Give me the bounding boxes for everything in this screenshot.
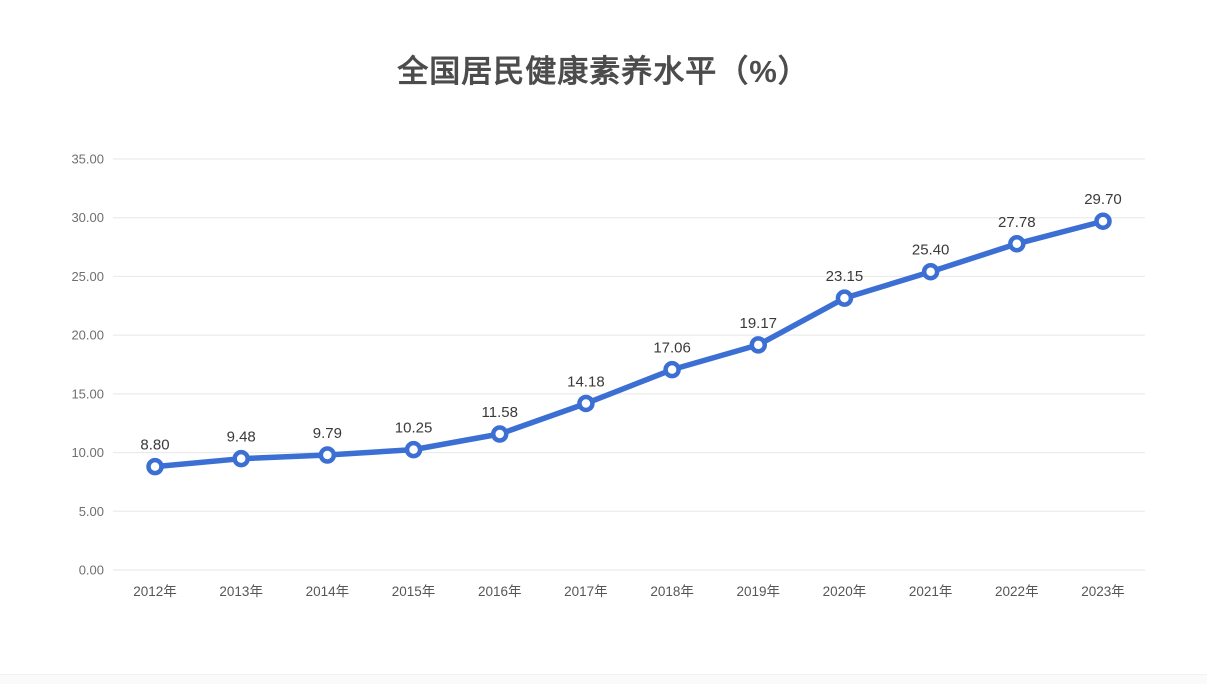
x-tick-label: 2016年 — [478, 584, 522, 599]
data-point-marker — [921, 262, 940, 281]
data-point-label: 14.18 — [567, 373, 605, 390]
y-tick-label: 10.00 — [71, 445, 104, 460]
x-tick-label: 2021年 — [909, 584, 953, 599]
bottom-edge-strip — [0, 674, 1207, 684]
data-point-label: 10.25 — [395, 420, 433, 437]
data-point-label: 27.78 — [998, 214, 1036, 231]
y-tick-label: 20.00 — [71, 328, 104, 343]
data-point-label: 9.48 — [227, 429, 256, 446]
chart-title: 全国居民健康素养水平（%） — [397, 54, 810, 89]
data-point-label: 29.70 — [1084, 191, 1122, 208]
x-tick-label: 2018年 — [650, 584, 694, 599]
data-point-marker — [835, 289, 854, 307]
data-point-marker — [232, 449, 250, 468]
data-point-marker — [1094, 212, 1112, 230]
y-tick-label: 5.00 — [79, 504, 104, 519]
y-tick-label: 25.00 — [71, 269, 104, 284]
x-tick-label: 2022年 — [995, 584, 1039, 599]
data-point-marker — [663, 360, 681, 379]
x-tick-label: 2012年 — [133, 584, 177, 599]
x-tick-label: 2023年 — [1081, 584, 1125, 599]
data-point-marker — [490, 425, 509, 443]
data-point-label: 11.58 — [482, 404, 518, 421]
data-point-label: 25.40 — [912, 242, 950, 259]
x-tick-label: 2013年 — [219, 584, 263, 599]
data-point-marker — [577, 394, 595, 413]
data-point-marker — [146, 457, 164, 476]
data-point-label: 8.80 — [140, 437, 169, 454]
data-point-marker — [318, 446, 337, 464]
data-point-label: 23.15 — [826, 268, 864, 285]
data-point-label: 9.79 — [313, 425, 342, 442]
y-tick-label: 30.00 — [71, 210, 104, 225]
y-tick-label: 15.00 — [71, 386, 104, 401]
data-point-marker — [749, 336, 768, 354]
y-tick-label: 35.00 — [71, 152, 104, 167]
x-tick-label: 2017年 — [564, 584, 608, 599]
data-point-marker — [404, 440, 423, 459]
x-tick-label: 2020年 — [823, 584, 867, 599]
data-line — [152, 218, 1106, 470]
data-point-label: 19.17 — [739, 315, 777, 332]
x-tick-label: 2014年 — [306, 584, 350, 599]
x-tick-label: 2019年 — [736, 584, 780, 599]
y-tick-label: 0.00 — [79, 563, 104, 578]
data-point-marker — [1008, 235, 1026, 253]
x-tick-label: 2015年 — [392, 584, 436, 599]
data-point-label: 17.06 — [653, 340, 691, 357]
